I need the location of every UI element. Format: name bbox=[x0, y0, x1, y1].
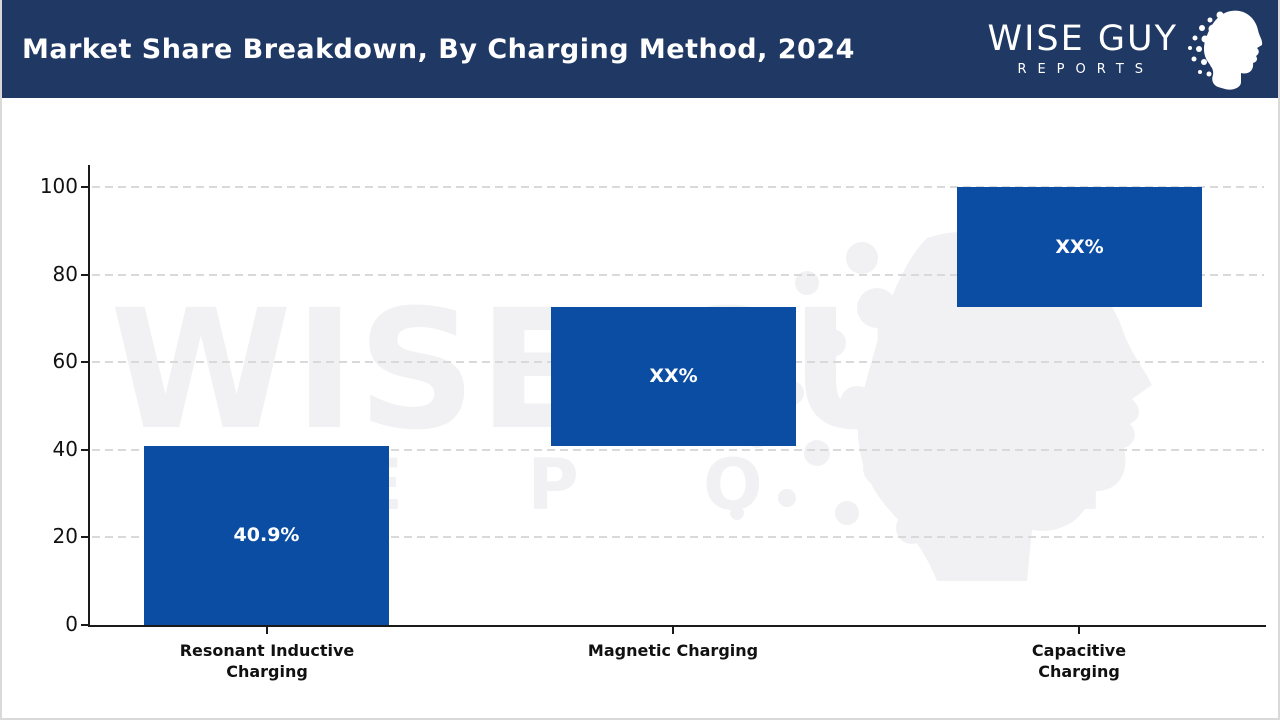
y-tick-label: 60 bbox=[52, 349, 78, 374]
bar-segment: XX% bbox=[957, 187, 1202, 307]
y-tick-label: 20 bbox=[52, 524, 78, 549]
y-tick-mark bbox=[81, 536, 89, 539]
gridline bbox=[92, 448, 1264, 451]
y-axis-spine bbox=[88, 165, 90, 627]
wiseguy-logo: WISE GUY REPORTS bbox=[987, 6, 1268, 92]
y-tick-label: 0 bbox=[65, 612, 78, 636]
y-tick-mark bbox=[81, 361, 89, 364]
bar-segment: XX% bbox=[551, 306, 796, 446]
y-tick-label: 40 bbox=[52, 436, 78, 461]
y-tick-mark bbox=[81, 273, 89, 276]
bar-value-label: XX% bbox=[649, 365, 698, 388]
wiseguy-face-icon bbox=[1188, 10, 1263, 90]
y-tick-label: 100 bbox=[39, 174, 78, 198]
x-category-label: Resonant Inductive Charging bbox=[179, 641, 355, 681]
logo-subtext: REPORTS bbox=[1017, 61, 1155, 77]
y-tick-label: 80 bbox=[52, 261, 78, 286]
logo-wordmark: WISE GUY bbox=[987, 18, 1178, 59]
y-tick-mark bbox=[81, 448, 89, 451]
bar-segment: 40.9% bbox=[144, 445, 389, 625]
x-tick-mark bbox=[266, 627, 268, 634]
y-tick-mark bbox=[81, 624, 89, 626]
page-title: Market Share Breakdown, By Charging Meth… bbox=[22, 33, 855, 65]
bar-value-label: XX% bbox=[1055, 235, 1104, 258]
x-tick-mark bbox=[672, 627, 674, 634]
bar-value-label: 40.9% bbox=[233, 524, 300, 547]
header: Market Share Breakdown, By Charging Meth… bbox=[2, 0, 1278, 98]
x-category-label: Magnetic Charging bbox=[587, 641, 759, 660]
x-tick-mark bbox=[1078, 627, 1080, 634]
gridline bbox=[92, 536, 1264, 539]
gridline bbox=[92, 273, 1264, 276]
x-category-label: Capacitive Charging bbox=[1031, 641, 1127, 681]
y-tick-mark bbox=[81, 186, 89, 188]
gridline bbox=[92, 186, 1264, 188]
x-axis-spine bbox=[88, 625, 1266, 627]
